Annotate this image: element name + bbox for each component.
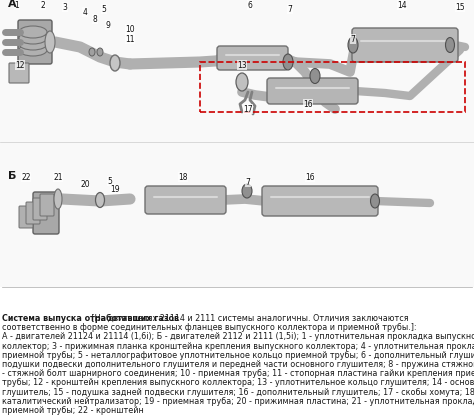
FancyBboxPatch shape [33,192,59,234]
Text: 5: 5 [108,176,112,186]
Text: каталитический нейтрализатор; 19 - приемная труба; 20 - прижимная пластина; 21 -: каталитический нейтрализатор; 19 - прием… [2,397,474,406]
FancyBboxPatch shape [9,63,29,83]
FancyBboxPatch shape [40,194,54,216]
Ellipse shape [19,44,47,56]
FancyBboxPatch shape [33,198,47,220]
FancyBboxPatch shape [26,202,40,224]
Text: 12: 12 [15,60,25,70]
Text: 11: 11 [125,35,135,43]
FancyBboxPatch shape [217,46,288,70]
Text: 19: 19 [110,184,120,193]
Text: 10: 10 [125,25,135,33]
Text: 7: 7 [351,35,356,43]
Text: 1: 1 [15,0,19,10]
Text: 5: 5 [101,5,107,13]
Text: 2: 2 [41,0,46,10]
Text: 18: 18 [178,173,188,181]
Text: приемной трубы; 22 - кронштейн: приемной трубы; 22 - кронштейн [2,406,144,415]
Text: 20: 20 [80,179,90,188]
Text: [На двигателях 21114 и 2111 системы аналогичны. Отличия заключаются: [На двигателях 21114 и 2111 системы анал… [89,314,409,323]
Ellipse shape [45,31,55,53]
FancyBboxPatch shape [18,20,52,64]
Text: глушитель; 15 - подушка задней подвески глушителя; 16 - дополнительный глушитель: глушитель; 15 - подушка задней подвески … [2,387,474,397]
Text: 17: 17 [243,105,253,113]
FancyBboxPatch shape [145,186,226,214]
FancyBboxPatch shape [352,28,458,62]
Ellipse shape [110,55,120,71]
Text: 22: 22 [21,173,31,181]
FancyBboxPatch shape [19,206,33,228]
Text: 13: 13 [237,60,247,70]
Ellipse shape [242,184,252,198]
FancyBboxPatch shape [267,78,358,104]
Text: трубы; 12 - кронштейн крепления выпускного коллектора; 13 - уплотнительное кольц: трубы; 12 - кронштейн крепления выпускно… [2,378,474,387]
Ellipse shape [19,32,47,44]
Text: 3: 3 [63,3,67,12]
Ellipse shape [97,48,103,56]
Text: А: А [8,0,17,9]
Text: соответственно в форме соединительных фланцев выпускного коллектора и приемной т: соответственно в форме соединительных фл… [2,323,417,332]
Text: 16: 16 [305,173,315,181]
Bar [200,62,465,112]
Text: 15: 15 [455,3,465,12]
Text: 4: 4 [82,8,87,17]
Text: - стяжной болт шарнирного соединения; 10 - приемная труба; 11 - стопорная пласти: - стяжной болт шарнирного соединения; 10… [2,369,474,378]
Ellipse shape [283,54,293,70]
Text: приемной трубы; 5 - неталлографитовое уплотнительное кольцо приемной трубы; 6 - : приемной трубы; 5 - неталлографитовое уп… [2,351,474,360]
Text: Система выпуска отработавших газов: Система выпуска отработавших газов [2,314,179,323]
Text: 9: 9 [106,20,110,30]
Ellipse shape [95,193,104,208]
Ellipse shape [446,38,455,53]
Ellipse shape [89,48,95,56]
Text: А - двигателей 21124 и 21114 (1,6i); Б - двигателей 2112 и 2111 (1,5i); 1 - упло: А - двигателей 21124 и 21114 (1,6i); Б -… [2,332,474,342]
Bar [0,0,474,287]
FancyBboxPatch shape [262,186,378,216]
Text: 16: 16 [303,100,313,108]
Ellipse shape [310,68,320,83]
Text: 7: 7 [288,5,292,13]
Text: 7: 7 [246,178,250,186]
Ellipse shape [236,73,248,91]
Text: 6: 6 [247,0,253,10]
Text: 14: 14 [397,0,407,10]
Text: Б: Б [8,171,17,181]
Ellipse shape [371,194,380,208]
Ellipse shape [348,37,358,53]
Ellipse shape [19,26,47,38]
Ellipse shape [19,38,47,50]
Text: 21: 21 [53,173,63,181]
Text: подушки подвески дополнительного глушителя и передней части основного глушителя;: подушки подвески дополнительного глушите… [2,360,474,369]
Text: 8: 8 [92,15,97,23]
Ellipse shape [54,189,62,209]
Text: коллектор; 3 - прижимная планка кронштейна крепления выпускного коллектора; 4 - : коллектор; 3 - прижимная планка кронштей… [2,342,474,351]
